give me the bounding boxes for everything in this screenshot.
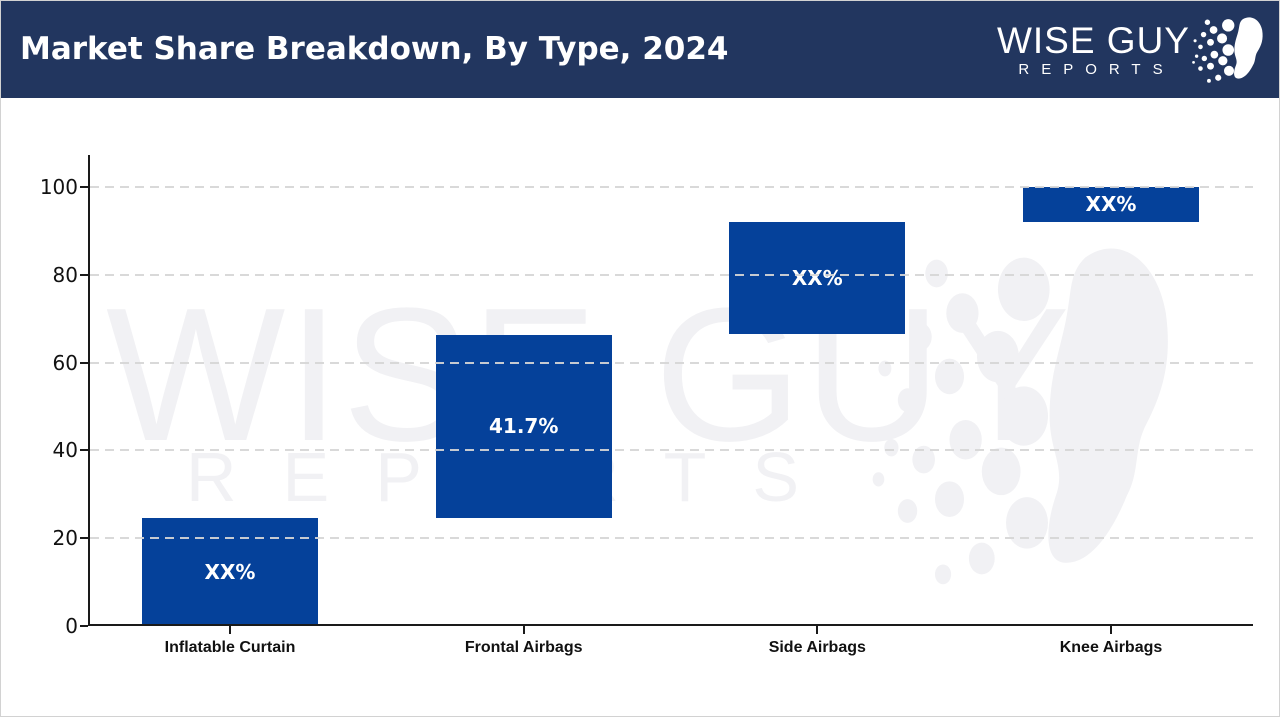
chart-title: Market Share Breakdown, By Type, 2024	[20, 31, 729, 67]
x-category-label: Frontal Airbags	[464, 639, 583, 656]
bar-value-label: 41.7%	[488, 414, 559, 439]
bar-value-label: XX%	[1085, 192, 1137, 217]
y-gridline	[90, 537, 1253, 540]
y-tick-label: 20	[52, 526, 78, 551]
x-tick-mark	[816, 626, 819, 634]
x-axis-line	[88, 624, 1253, 626]
plot-area: WISE GUY REPORTS 020406080100XX%Inflatab…	[0, 98, 1280, 720]
x-category-label: Knee Airbags	[1059, 639, 1163, 656]
y-tick-label: 60	[52, 350, 78, 375]
x-category-label: Side Airbags	[768, 639, 866, 656]
bar-value-label: XX%	[204, 559, 256, 584]
bar-knee-airbags: XX%	[1023, 187, 1199, 222]
x-tick-mark	[1110, 626, 1112, 634]
brand-face-icon	[1192, 17, 1263, 83]
y-tick-mark	[80, 537, 88, 540]
y-tick-mark	[80, 186, 88, 188]
bar-inflatable-curtain: XX%	[142, 517, 318, 626]
y-tick-label: 40	[52, 438, 78, 463]
watermark-face-icon	[872, 248, 1168, 585]
y-tick-label: 80	[52, 262, 78, 287]
bar-side-airbags: XX%	[729, 221, 906, 335]
x-tick-mark	[229, 626, 231, 634]
y-tick-mark	[80, 361, 88, 364]
y-gridline	[90, 449, 1253, 452]
y-axis-line	[88, 155, 90, 626]
y-tick-label: 0	[65, 614, 78, 638]
brand-subname: REPORTS	[1018, 61, 1175, 79]
x-tick-mark	[522, 626, 525, 634]
y-tick-mark	[80, 273, 88, 276]
y-gridline	[90, 361, 1253, 364]
bar-value-label: XX%	[791, 266, 843, 291]
y-gridline	[90, 273, 1253, 276]
bar-frontal-airbags: 41.7%	[435, 334, 612, 518]
brand-logo-text: WISE GUY REPORTS	[996, 19, 1190, 79]
y-tick-mark	[80, 625, 88, 627]
brand-name: WISE GUY	[996, 19, 1190, 61]
x-category-label: Inflatable Curtain	[164, 639, 296, 656]
y-tick-mark	[80, 449, 88, 452]
y-tick-label: 100	[39, 175, 78, 199]
y-gridline	[90, 186, 1253, 188]
header-band: Market Share Breakdown, By Type, 2024 WI…	[0, 0, 1280, 98]
brand-logo: WISE GUY REPORTS	[997, 6, 1266, 94]
